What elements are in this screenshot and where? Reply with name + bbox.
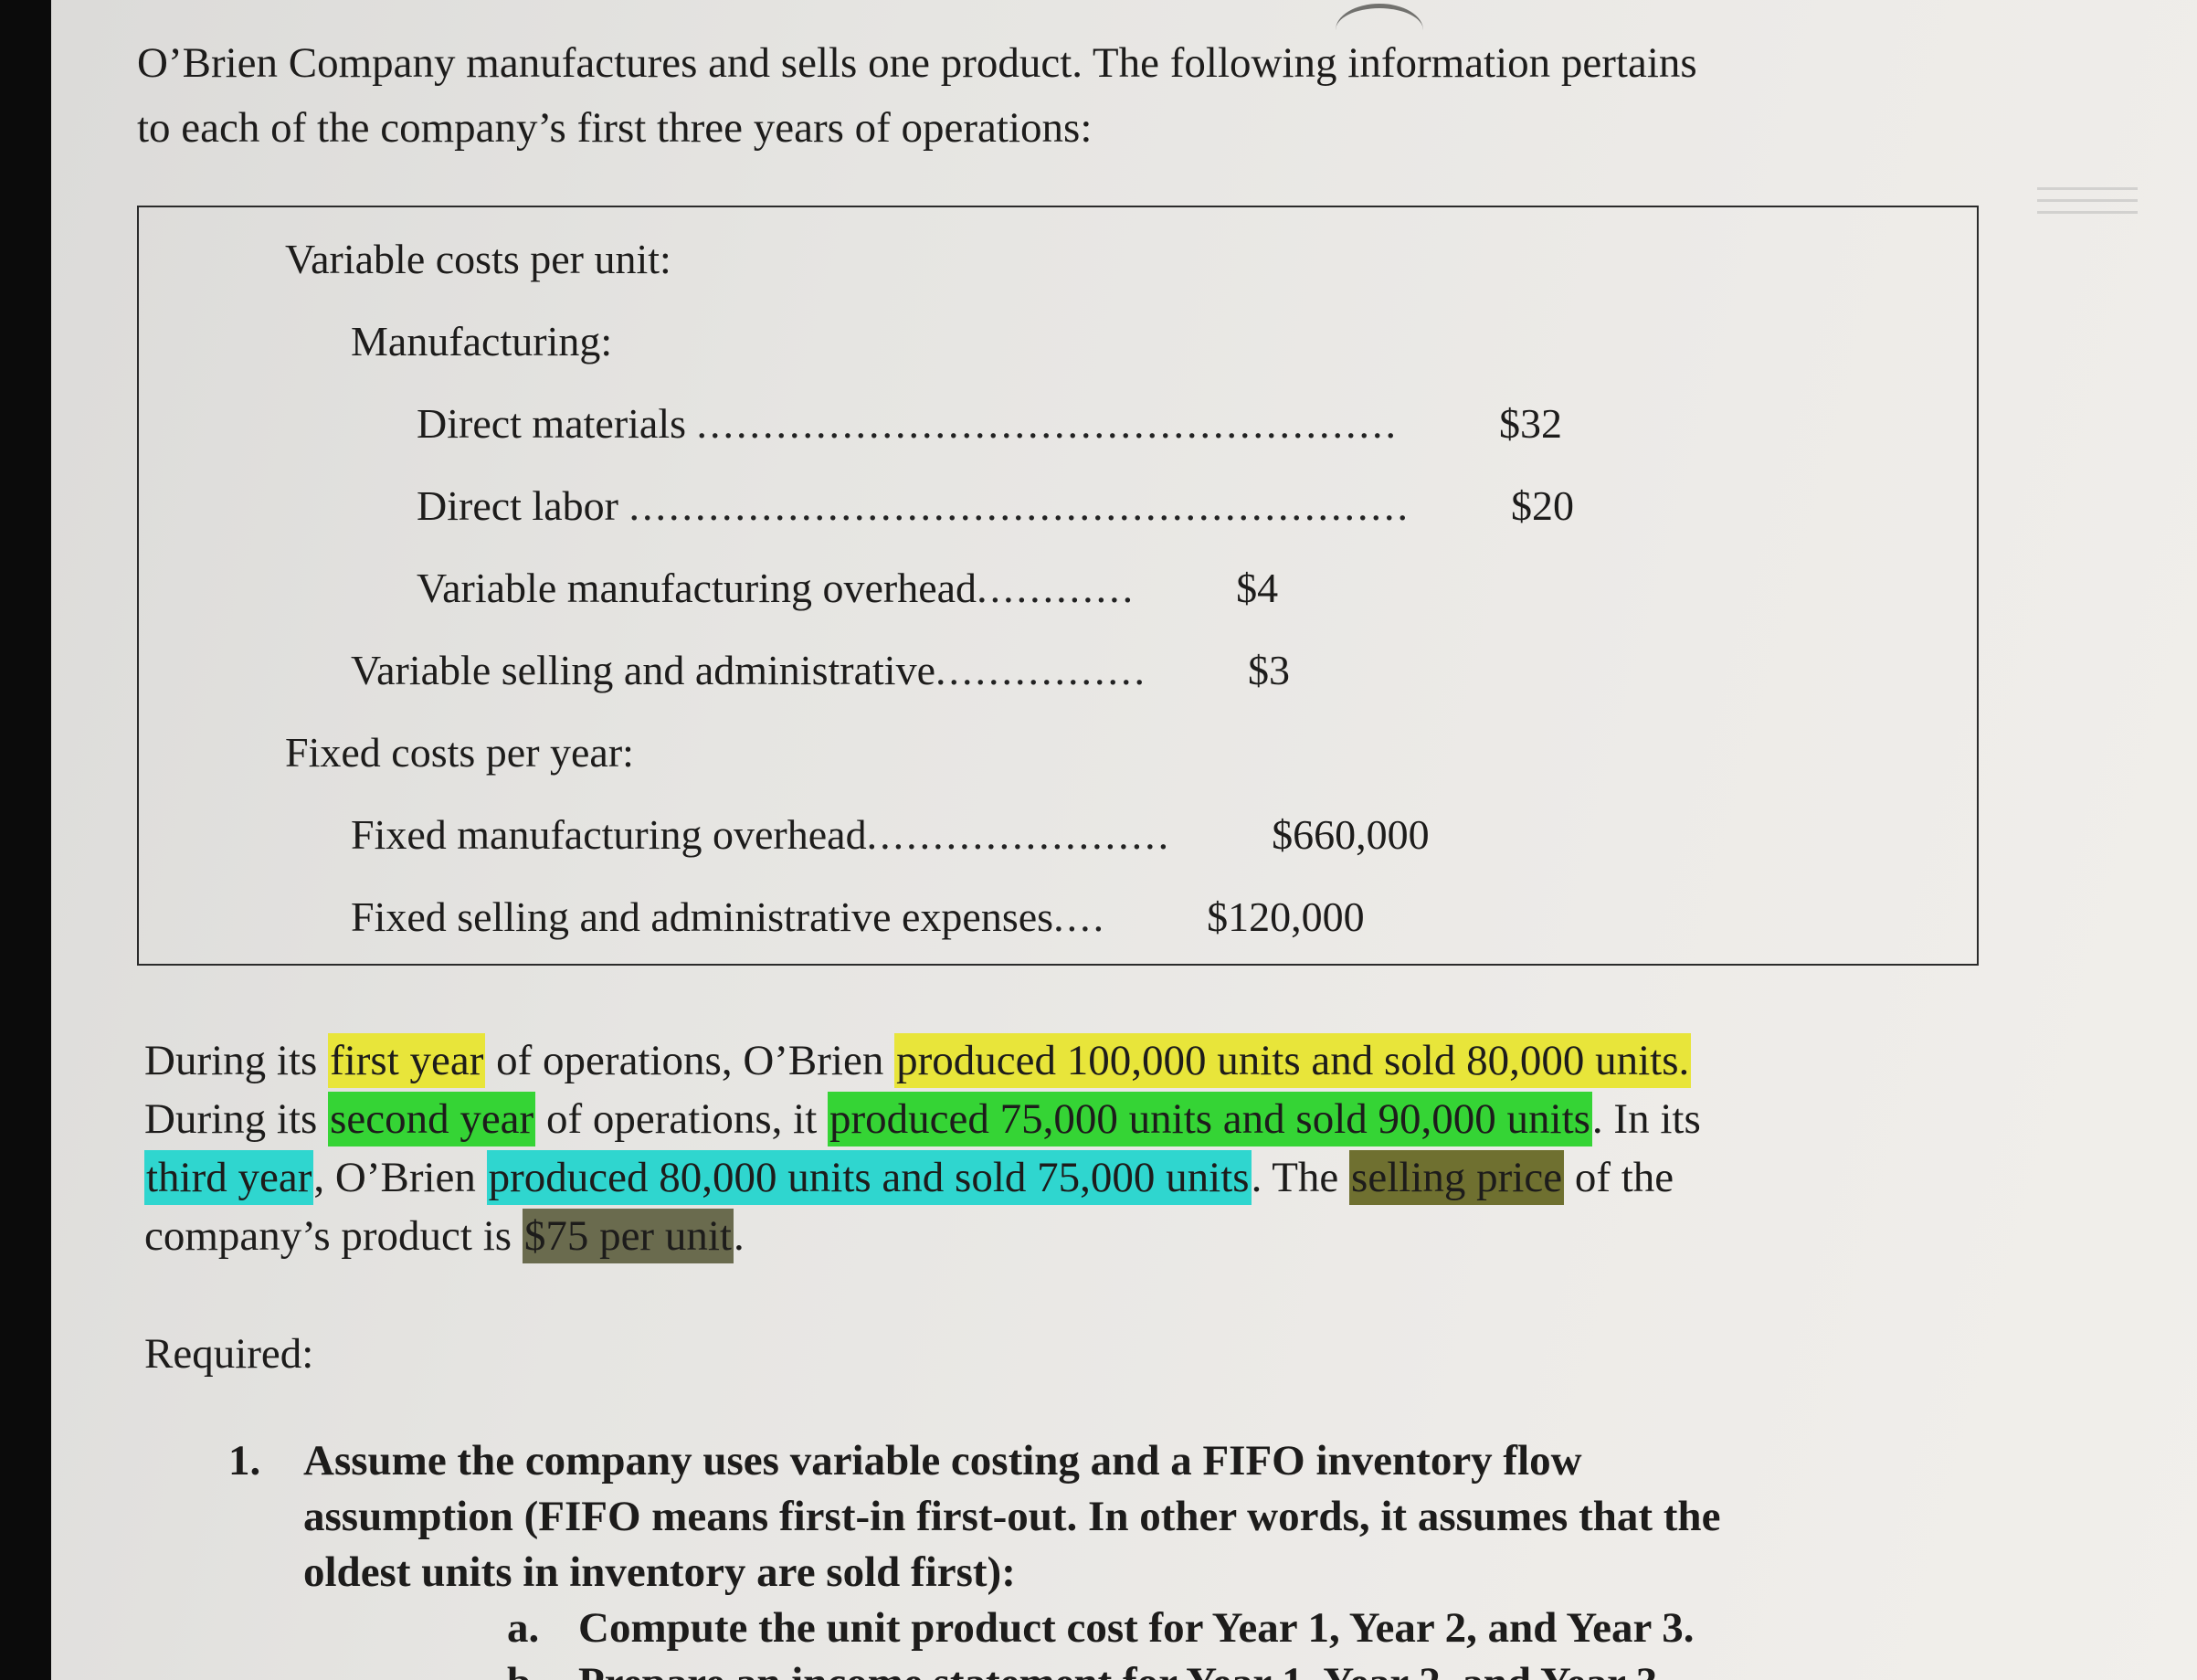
cost-row-value: $32 [1499, 400, 1563, 447]
cost-row-value: $20 [1510, 482, 1574, 529]
highlight-grayolive: $75 per unit [522, 1209, 734, 1263]
cost-row: Manufacturing: [139, 319, 1977, 365]
required-subitem: b.Prepare an income statement for Year 1… [507, 1655, 2128, 1680]
cost-row: Direct labor ...........................… [139, 483, 1977, 529]
story-text: During its [144, 1095, 318, 1143]
highlight-yellow: first year [328, 1033, 486, 1088]
story-text: of the company’s product is [144, 1154, 1674, 1260]
cost-row: Variable manufacturing overhead.........… [139, 565, 1977, 611]
story-text: of operations, O’Brien [485, 1037, 895, 1084]
photo-artifact-lines [2037, 187, 2138, 223]
cost-row-label: Variable manufacturing overhead [417, 565, 977, 611]
story-text: . In its [1591, 1095, 1701, 1143]
highlight-green: produced 75,000 units and sold 90,000 un… [828, 1092, 1592, 1146]
leader-dots: ....................... [866, 811, 1172, 858]
pen-mark [1336, 4, 1423, 30]
required-subitem: a. Compute the unit product cost for Year… [507, 1601, 2128, 1655]
cost-row: Variable costs per unit: [139, 237, 1977, 282]
required-label: Required: [144, 1330, 314, 1378]
cost-row: Fixed selling and administrative expense… [139, 894, 1977, 940]
cost-row-label: Manufacturing: [351, 318, 613, 365]
cost-table: Variable costs per unit: Manufacturing: Di… [137, 206, 1979, 966]
cost-row: Fixed manufacturing overhead............… [139, 812, 1977, 858]
story-text: of operations, it [535, 1095, 829, 1143]
page-content: O’Brien Company manufactures and sells o… [137, 0, 2128, 1680]
cost-table-rows: Variable costs per unit: Manufacturing: Di… [139, 237, 1977, 940]
leader-dots: ........................................… [696, 400, 1400, 447]
operations-paragraph: During its first year of operations, O’B… [144, 1031, 2118, 1265]
cost-row-label: Variable costs per unit: [285, 236, 671, 282]
required-item-number: 1. [228, 1437, 261, 1485]
leader-dots: .... [1053, 893, 1107, 940]
required-item-text: Assume the company uses variable costing… [303, 1437, 1721, 1596]
cost-row-value: $3 [1247, 647, 1290, 693]
cost-row-label: Fixed manufacturing overhead [351, 811, 867, 858]
cost-row-label: Direct labor [417, 482, 629, 529]
intro-paragraph: O’Brien Company manufactures and sells o… [137, 39, 1697, 152]
cost-row-value: $660,000 [1272, 811, 1430, 858]
story-text: . [733, 1212, 745, 1260]
cost-row-label: Fixed selling and administrative expense… [351, 893, 1054, 940]
cost-row-label: Fixed costs per year: [285, 729, 634, 776]
highlight-yellow: produced 100,000 units and sold 80,000 u… [894, 1033, 1692, 1088]
leader-dots: ........................................… [628, 482, 1410, 529]
cost-row-label: Variable selling and administrative [351, 647, 935, 693]
required-subitem-letter: a. [507, 1604, 540, 1652]
highlight-cyan: third year [144, 1150, 314, 1205]
cost-row-value: $120,000 [1207, 893, 1365, 940]
photo-edge-strip [0, 0, 51, 1680]
highlight-green: second year [328, 1092, 536, 1146]
required-list: 1. Assume the company uses variable costi… [137, 1433, 2128, 1680]
required-subitem-letter: b. [507, 1655, 578, 1680]
cost-row: Direct materials .......................… [139, 401, 1977, 447]
required-subitem-text: Prepare an income statement for Year 1, … [578, 1655, 1668, 1680]
leader-dots: ............ [977, 565, 1136, 611]
cost-row-label: Direct materials [417, 400, 697, 447]
leader-dots: ................ [935, 647, 1147, 693]
cost-row: Fixed costs per year: [139, 730, 1977, 776]
highlight-olive: selling price [1349, 1150, 1565, 1205]
cost-row: Variable selling and administrative.....… [139, 648, 1977, 693]
required-item: 1. Assume the company uses variable costi… [228, 1433, 2128, 1601]
story-text: During its [144, 1037, 329, 1084]
cost-row-value: $4 [1236, 565, 1279, 611]
story-text: , O’Brien [313, 1154, 487, 1201]
story-text: . The [1251, 1154, 1350, 1201]
highlight-cyan: produced 80,000 units and sold 75,000 un… [486, 1150, 1252, 1205]
required-subitem-text: Compute the unit product cost for Year 1… [578, 1604, 1695, 1652]
